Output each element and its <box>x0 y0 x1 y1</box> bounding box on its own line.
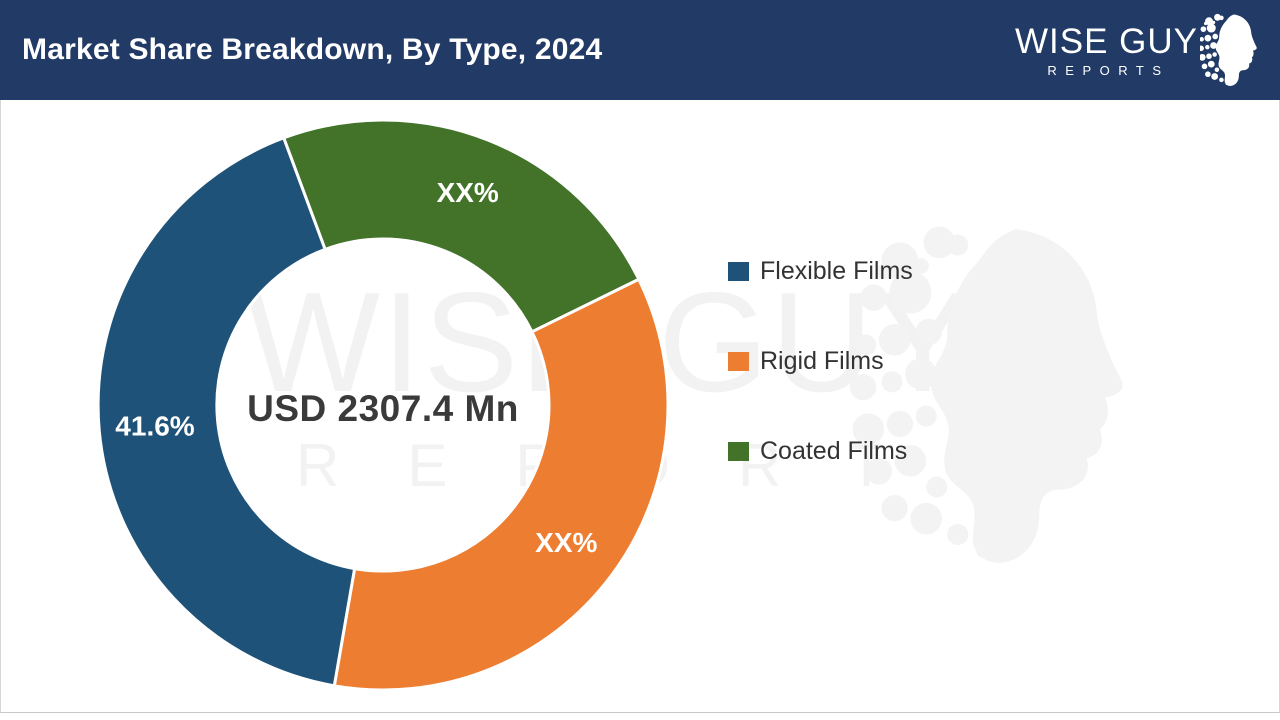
donut-slice-coated-films <box>282 118 641 334</box>
wise-guy-reports-logo: WISE GUY REPORTS <box>1015 12 1262 88</box>
legend-label: Rigid Films <box>760 346 884 375</box>
page-title: Market Share Breakdown, By Type, 2024 <box>22 33 603 66</box>
legend-swatch <box>728 441 749 461</box>
face-profile-dots-icon <box>1198 12 1262 88</box>
logo-text: WISE GUY REPORTS <box>1015 24 1198 77</box>
donut-slice-flexible-films <box>96 136 357 688</box>
slice-data-label: XX% <box>437 177 499 208</box>
legend-item: Coated Films <box>728 434 913 468</box>
logo-line1: WISE GUY <box>1014 21 1198 61</box>
legend-item: Rigid Films <box>728 344 913 378</box>
legend-label: Coated Films <box>760 436 908 465</box>
slice-data-label: 41.6% <box>115 411 194 442</box>
logo-line2: REPORTS <box>1047 62 1170 78</box>
donut-slice-rigid-films <box>332 277 670 692</box>
chart-center-value: USD 2307.4 Mn <box>247 388 519 429</box>
legend-item: Flexible Films <box>728 254 913 288</box>
legend-swatch <box>728 261 749 281</box>
legend-swatch <box>728 351 749 371</box>
watermark-face-profile-dots-icon <box>849 224 1155 566</box>
header-bar: Market Share Breakdown, By Type, 2024 WI… <box>0 0 1280 100</box>
donut-chart: XX% XX% 41.6% <box>96 118 670 692</box>
legend-label: Flexible Films <box>760 256 913 285</box>
chart-legend: Flexible Films Rigid Films Coated Films <box>728 254 913 524</box>
slice-data-label: XX% <box>535 527 597 558</box>
